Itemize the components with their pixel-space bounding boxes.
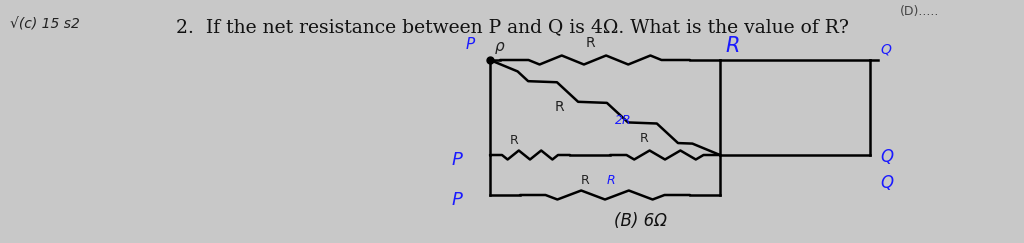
Text: 2.  If the net resistance between P and Q is 4Ω. What is the value of R?: 2. If the net resistance between P and Q… [175, 18, 849, 36]
Text: (D).....: (D)..... [900, 5, 939, 18]
Text: Q: Q [880, 174, 893, 192]
Text: R: R [640, 132, 649, 145]
Text: R: R [555, 100, 564, 114]
Text: R: R [725, 36, 739, 56]
Text: P: P [452, 191, 462, 209]
Text: P: P [466, 37, 475, 52]
Text: Q: Q [880, 42, 891, 56]
Text: (B) 6Ω: (B) 6Ω [613, 212, 667, 230]
Text: ρ: ρ [495, 39, 505, 54]
Text: R: R [585, 36, 595, 50]
Text: R: R [510, 134, 519, 147]
Text: 2R: 2R [615, 114, 632, 127]
Text: R: R [607, 174, 615, 187]
Text: P: P [452, 151, 462, 169]
Text: √(c) 15 s2: √(c) 15 s2 [10, 18, 80, 32]
Text: Q: Q [880, 148, 893, 166]
Text: R: R [582, 174, 590, 187]
